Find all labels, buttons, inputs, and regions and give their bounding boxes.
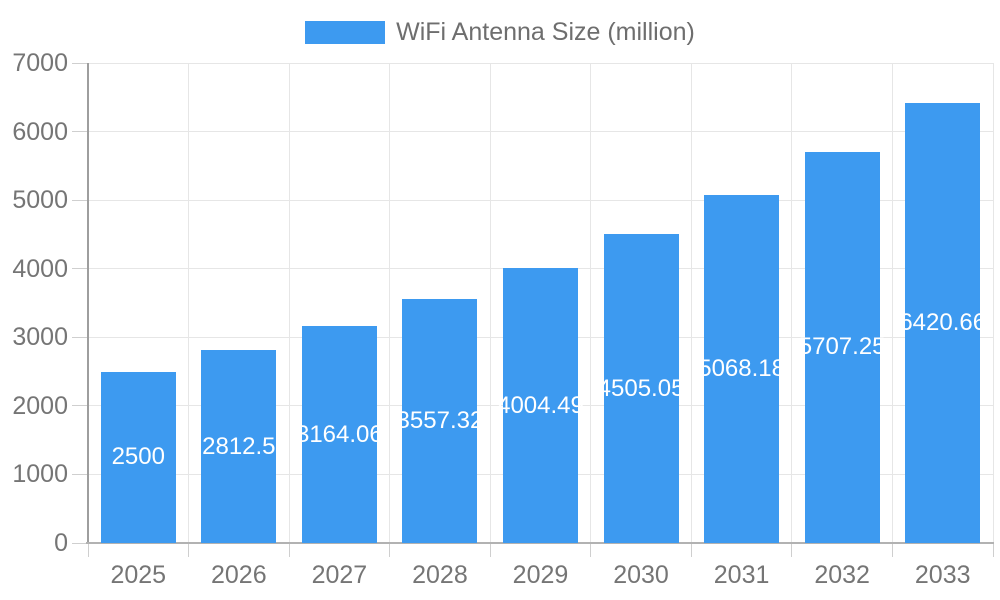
x-axis-label: 2028 xyxy=(412,561,468,589)
x-axis-tick xyxy=(188,544,190,557)
x-axis-tick xyxy=(690,544,692,557)
y-axis-label: 0 xyxy=(54,529,68,557)
y-axis-tick xyxy=(72,268,88,270)
x-axis-line xyxy=(86,542,994,544)
y-axis-label: 1000 xyxy=(12,460,68,489)
legend-swatch xyxy=(305,20,386,44)
bar-2030[interactable] xyxy=(603,234,679,543)
gridline-vertical xyxy=(188,63,190,543)
x-axis-tick xyxy=(590,544,592,557)
bar-2029[interactable] xyxy=(503,268,578,543)
x-axis-label: 2032 xyxy=(814,561,870,589)
y-axis-tick xyxy=(72,62,88,64)
bar-2026[interactable] xyxy=(201,350,277,543)
bar-2031[interactable] xyxy=(704,195,780,543)
bar-2033[interactable] xyxy=(905,102,981,543)
gridline-vertical xyxy=(489,63,491,543)
bar-2027[interactable] xyxy=(301,326,377,543)
y-axis-tick xyxy=(72,542,88,544)
bar-2032[interactable] xyxy=(804,151,880,543)
x-axis-label: 2030 xyxy=(613,561,669,589)
y-axis-tick xyxy=(72,199,88,201)
y-axis-line xyxy=(87,63,89,543)
gridline-vertical xyxy=(891,63,893,543)
gridline-horizontal xyxy=(88,131,993,133)
bar-2025[interactable] xyxy=(100,371,176,543)
x-axis-tick xyxy=(891,544,893,557)
y-axis-tick xyxy=(72,473,88,475)
gridline-vertical xyxy=(992,63,994,543)
x-axis-label: 2029 xyxy=(512,561,569,589)
x-axis-tick xyxy=(489,544,491,557)
y-axis-tick xyxy=(72,336,88,338)
x-axis-tick xyxy=(389,544,391,557)
y-axis-label: 6000 xyxy=(12,117,68,146)
x-axis-tick xyxy=(87,544,89,557)
y-axis-tick xyxy=(72,131,88,133)
x-axis-tick xyxy=(992,544,994,557)
x-axis-label: 2033 xyxy=(914,561,971,589)
x-axis-label: 2025 xyxy=(110,561,167,589)
x-axis-tick xyxy=(288,544,290,557)
gridline-vertical xyxy=(288,63,290,543)
chart-legend: WiFi Antenna Size (million) xyxy=(0,17,1000,47)
gridline-horizontal xyxy=(88,199,993,201)
gridline-vertical xyxy=(690,63,692,543)
y-axis-label: 2000 xyxy=(12,391,68,420)
gridline-vertical xyxy=(791,63,793,543)
gridline-vertical xyxy=(590,63,592,543)
gridline-horizontal xyxy=(88,62,993,64)
x-axis-tick xyxy=(791,544,793,557)
x-axis-label: 2031 xyxy=(713,561,770,589)
y-axis-label: 4000 xyxy=(12,254,68,283)
x-axis-label: 2026 xyxy=(211,561,267,589)
legend-label: WiFi Antenna Size (million) xyxy=(396,17,695,46)
y-axis-label: 7000 xyxy=(12,49,68,77)
y-axis-tick xyxy=(72,405,88,407)
y-axis-label: 3000 xyxy=(12,323,68,352)
y-axis-label: 5000 xyxy=(12,186,68,215)
bar-2028[interactable] xyxy=(402,299,478,543)
x-axis-label: 2027 xyxy=(311,561,368,589)
gridline-vertical xyxy=(389,63,391,543)
